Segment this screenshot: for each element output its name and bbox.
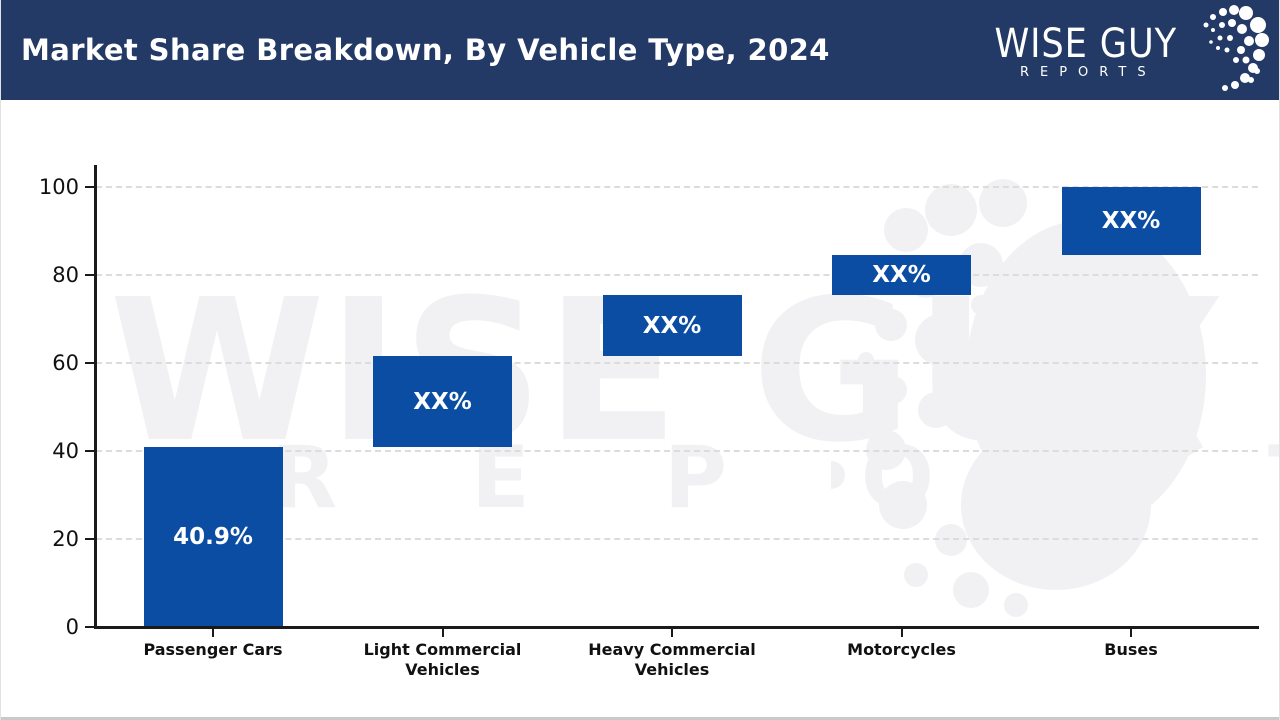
y-axis-tick-label: 20 [52, 527, 79, 551]
x-axis-category-label: Light Commercial Vehicles [363, 640, 522, 679]
x-axis-category-label: Heavy Commercial Vehicles [588, 640, 756, 679]
y-axis-tick-label: 60 [52, 351, 79, 375]
x-axis-tick [671, 629, 673, 637]
x-axis-category-label: Passenger Cars [143, 640, 283, 659]
y-axis-tick [85, 274, 94, 276]
bar-segment: XX% [373, 356, 512, 448]
gridline [96, 450, 1258, 452]
x-axis-line [94, 626, 1259, 629]
chart-title: Market Share Breakdown, By Vehicle Type,… [21, 33, 830, 67]
y-axis-tick-label: 100 [38, 175, 79, 199]
y-axis-tick [85, 186, 94, 188]
bar-value-label: 40.9% [173, 524, 253, 550]
x-axis-tick [212, 629, 214, 637]
x-axis-tick [1130, 629, 1132, 637]
header-band: Market Share Breakdown, By Vehicle Type,… [1, 0, 1279, 100]
logo-wordmark: WISE GUY REPORTS [982, 21, 1189, 80]
y-axis-tick-label: 80 [52, 263, 79, 287]
bar-segment: XX% [1061, 187, 1201, 256]
gridline [96, 362, 1258, 364]
x-axis-category-label: Motorcycles [847, 640, 956, 659]
gridline [96, 274, 1258, 276]
bar-segment: XX% [832, 255, 971, 295]
x-axis-tick [900, 629, 903, 637]
y-axis-tick-label: 40 [52, 439, 79, 463]
bar-segment: XX% [602, 294, 742, 357]
y-axis-tick [85, 450, 94, 452]
y-axis-tick [85, 362, 94, 364]
y-axis-tick-label: 0 [65, 615, 79, 639]
bar-value-label: XX% [413, 388, 472, 415]
bar-value-label: XX% [1101, 208, 1161, 235]
gridline [96, 538, 1258, 540]
bar-value-label: XX% [642, 312, 702, 339]
y-axis-line [94, 165, 97, 628]
logo-brand-sub: REPORTS [1019, 64, 1157, 80]
y-axis-tick [85, 538, 94, 540]
x-axis-category-label: Buses [1104, 640, 1158, 659]
bar-value-label: XX% [872, 261, 931, 288]
y-axis-tick [85, 626, 94, 628]
logo-brand-name: WISE GUY [994, 20, 1177, 67]
wiseguy-logo: WISE GUY REPORTS [982, 2, 1271, 98]
dotted-face-profile-icon [1193, 2, 1271, 98]
gridline [96, 186, 1258, 188]
bar-segment: 40.9% [143, 447, 283, 627]
bottom-border-strip [1, 717, 1279, 720]
x-axis-tick [441, 629, 444, 637]
